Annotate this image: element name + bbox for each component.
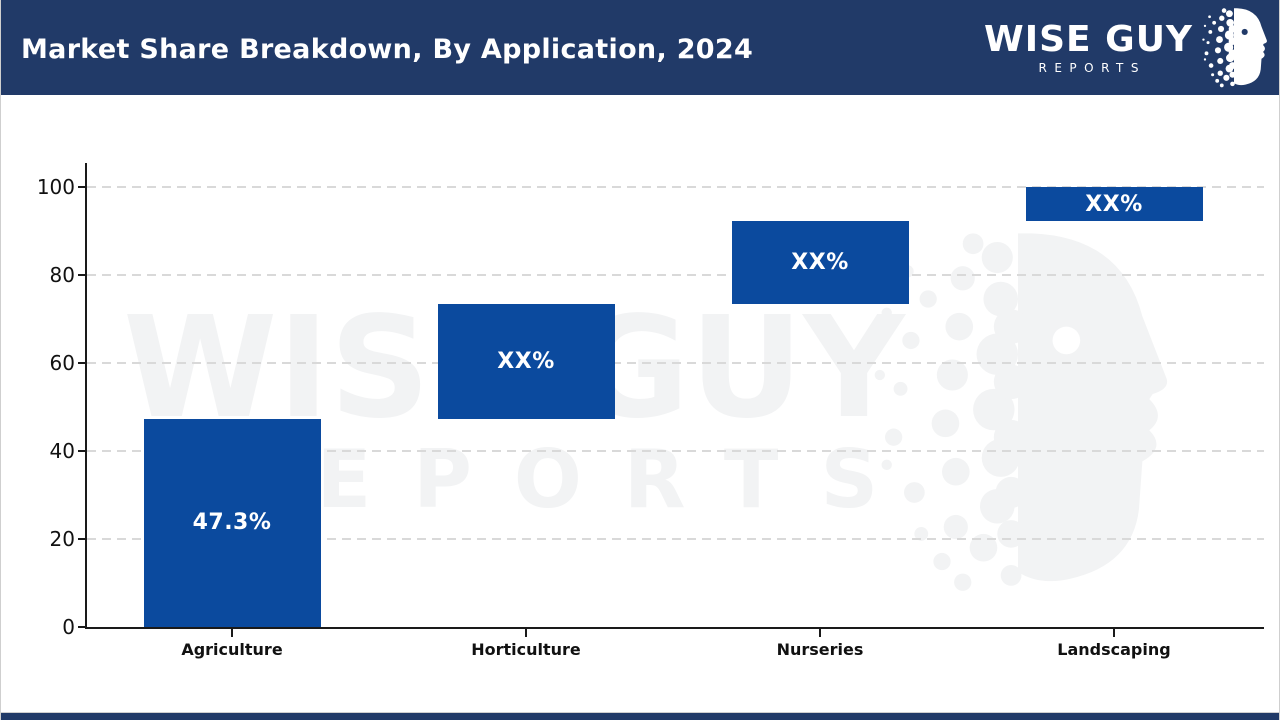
header-banner: Market Share Breakdown, By Application, … [1,0,1279,95]
plot-area: WISE GUY REPORTS 0 20 40 60 80 100 47.3% Agricu… [1,95,1279,713]
chart-title: Market Share Breakdown, By Application, … [21,34,754,65]
x-tick [819,629,821,637]
bar-agriculture: 47.3% [143,418,321,627]
bar-value-label: XX% [1085,191,1143,217]
watermark-dotted-head-profile-icon [874,233,1168,591]
x-tick [231,629,233,637]
x-category-label: Landscaping [1057,640,1171,659]
x-category-label: Nurseries [776,640,864,659]
bar-value-label: XX% [791,249,849,275]
bar-nurseries: XX% [731,221,909,304]
bar-horticulture: XX% [437,303,615,419]
bar-landscaping: XX% [1025,187,1203,222]
dotted-head-profile-icon [1202,8,1267,88]
wiseguy-logo: WISE GUY REPORTS [984,4,1273,92]
wiseguy-logo-name: WISE GUY [983,19,1193,60]
x-category-label: Agriculture [181,640,283,659]
y-tick-label: 40 [49,439,75,463]
y-tick-label: 20 [49,527,75,551]
x-tick [525,629,527,637]
gridline [87,274,1264,276]
gridline [87,362,1264,364]
y-tick [78,626,87,628]
footer-bar [1,713,1279,720]
watermark-reports-text: REPORTS [213,433,921,526]
y-tick [78,450,87,452]
y-tick-label: 80 [49,263,75,287]
y-tick-label: 100 [36,175,75,199]
gridline [87,538,1264,540]
y-tick-label: 0 [62,615,75,639]
bar-value-label: XX% [497,348,555,374]
x-tick [1113,629,1115,637]
x-axis [85,627,1264,629]
y-tick [78,538,87,540]
y-tick [78,274,87,276]
y-axis [85,163,87,629]
y-tick [78,186,87,188]
wiseguy-logo-subname: REPORTS [1038,61,1146,75]
gridline [87,450,1264,452]
y-tick-label: 60 [49,351,75,375]
bar-value-label: 47.3% [192,510,272,536]
y-tick [78,362,87,364]
x-category-label: Horticulture [471,640,581,659]
wiseguy-logo-text: WISE GUY REPORTS [983,19,1193,76]
gridline [87,186,1264,188]
